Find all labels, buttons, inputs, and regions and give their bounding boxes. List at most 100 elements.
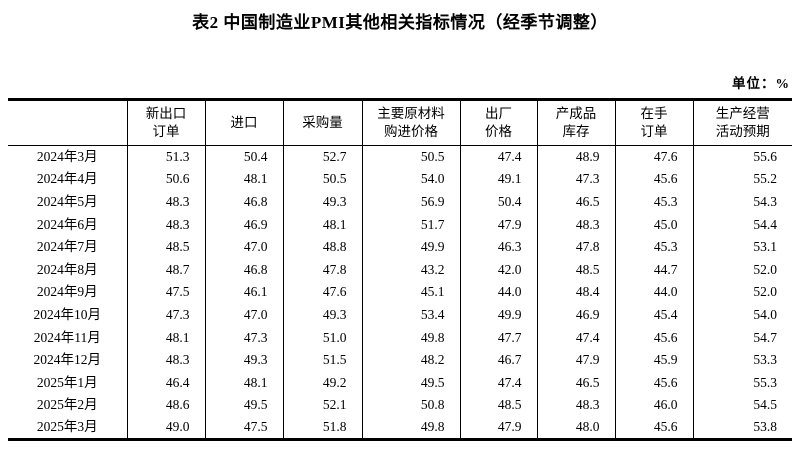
table-cell: 51.8 [282, 416, 362, 440]
table-cell: 49.3 [204, 348, 283, 372]
table-cell: 47.3 [204, 326, 283, 349]
table-title: 表2 中国制造业PMI其他相关指标情况（经季节调整） [192, 13, 608, 32]
table-cell: 53.8 [692, 416, 792, 440]
table-cell: 48.1 [204, 371, 283, 395]
table-cell: 46.4 [126, 371, 205, 395]
table-cell: 52.0 [692, 281, 792, 304]
row-label: 2024年9月 [36, 284, 98, 300]
table-cell: 48.3 [126, 213, 205, 236]
table-cell: 44.7 [614, 258, 693, 282]
row-label: 2025年2月 [36, 397, 98, 413]
table-cell: 48.9 [536, 145, 615, 169]
row-label: 2024年11月 [33, 329, 101, 345]
row-label: 2025年3月 [36, 419, 98, 435]
table-cell: 47.8 [282, 258, 362, 282]
table-row: 2024年12月 48.3 49.3 51.5 48.2 46.7 47.9 45.9 53.3 [8, 348, 792, 372]
table-cell: 54.0 [692, 303, 792, 327]
table-row: 2024年3月 51.3 50.4 52.7 50.5 47.4 48.9 47.6 55.6 [8, 145, 792, 169]
table-cell: 49.8 [361, 416, 460, 440]
table-cell: 53.3 [692, 348, 792, 372]
table-cell: 44.0 [459, 281, 537, 304]
table-cell: 48.3 [126, 190, 205, 214]
row-label: 2024年8月 [36, 261, 98, 277]
table-cell: 49.3 [282, 190, 362, 214]
table-cell: 54.4 [692, 213, 792, 236]
row-label: 2024年7月 [36, 239, 98, 255]
table-cell: 51.7 [361, 213, 460, 236]
row-label: 2024年3月 [36, 149, 98, 165]
table-cell: 47.9 [536, 348, 615, 372]
table-cell: 47.6 [614, 145, 693, 169]
table-cell: 42.0 [459, 258, 537, 282]
table-row: 2024年9月 47.5 46.1 47.6 45.1 44.0 48.4 44.0 52.0 [8, 281, 792, 304]
table-cell: 49.8 [361, 326, 460, 349]
table-cell: 55.2 [692, 168, 792, 191]
row-label: 2024年6月 [36, 216, 98, 232]
table-cell: 48.6 [126, 394, 205, 417]
table-cell: 48.3 [536, 213, 615, 236]
table-cell: 48.1 [126, 326, 205, 349]
table-row: 2025年3月 49.0 47.5 51.8 49.8 47.9 48.0 45.6 53.8 [8, 416, 792, 440]
table-cell: 51.0 [282, 326, 362, 349]
table-cell: 48.0 [536, 416, 615, 440]
table-cell: 44.0 [614, 281, 693, 304]
table-cell: 45.6 [614, 416, 693, 440]
row-label: 2024年4月 [36, 171, 98, 187]
table-cell: 52.0 [692, 258, 792, 282]
table-cell: 55.3 [692, 371, 792, 395]
table-cell: 45.6 [614, 371, 693, 395]
table-cell: 49.2 [282, 371, 362, 395]
table-row: 2025年1月 46.4 48.1 49.2 49.5 47.4 46.5 45.6 55.3 [8, 371, 792, 395]
table-cell: 55.6 [692, 145, 792, 169]
table-cell: 48.5 [126, 235, 205, 259]
table-cell: 46.8 [204, 258, 283, 282]
table-cell: 46.5 [536, 371, 615, 395]
table-cell: 45.9 [614, 348, 693, 372]
table-row: 2024年11月 48.1 47.3 51.0 49.8 47.7 47.4 45.6 54.7 [8, 326, 792, 349]
table-cell: 47.3 [536, 168, 615, 191]
column-header: 生产经营 活动预期 [692, 99, 792, 146]
table-cell: 49.1 [459, 168, 537, 191]
column-header: 出厂 价格 [459, 99, 537, 146]
table-cell: 45.1 [361, 281, 460, 304]
table-row: 2024年8月 48.7 46.8 47.8 43.2 42.0 48.5 44.7 52.0 [8, 258, 792, 282]
table-cell: 45.3 [614, 190, 693, 214]
table-cell: 45.3 [614, 235, 693, 259]
column-header: 在手 订单 [614, 99, 693, 146]
table-cell: 46.5 [536, 190, 615, 214]
table-cell: 47.3 [126, 303, 205, 327]
table-cell: 45.6 [614, 326, 693, 349]
table-row: 2024年5月 48.3 46.8 49.3 56.9 50.4 46.5 45.3 54.3 [8, 190, 792, 214]
table-cell: 49.5 [204, 394, 283, 417]
table-cell: 46.8 [204, 190, 283, 214]
table-cell: 51.5 [282, 348, 362, 372]
table-cell: 48.1 [204, 168, 283, 191]
table-header-row: 新出口 订单 进口 采购量 主要原材料 购进价格 出厂 价格 产成品 库存 在手 订单 生产经营 活动预期 [8, 99, 792, 146]
table-cell: 47.5 [204, 416, 283, 440]
row-label: 2024年10月 [33, 306, 102, 322]
unit-label: 单位：% [732, 76, 790, 91]
column-header: 采购量 [282, 99, 362, 146]
table-cell: 48.2 [361, 348, 460, 372]
table-cell: 46.0 [614, 394, 693, 417]
column-header: 进口 [204, 99, 283, 146]
table-cell: 53.4 [361, 303, 460, 327]
table-cell: 48.3 [126, 348, 205, 372]
row-label: 2025年1月 [36, 374, 98, 390]
table-cell: 52.7 [282, 145, 362, 169]
table-cell: 47.9 [459, 213, 537, 236]
table-cell: 54.5 [692, 394, 792, 417]
table-cell: 50.4 [459, 190, 537, 214]
table-cell: 45.6 [614, 168, 693, 191]
table-cell: 53.1 [692, 235, 792, 259]
table-row: 2024年6月 48.3 46.9 48.1 51.7 47.9 48.3 45.0 54.4 [8, 213, 792, 236]
table-cell: 46.9 [204, 213, 283, 236]
table-cell: 48.4 [536, 281, 615, 304]
table-cell: 46.9 [536, 303, 615, 327]
table-cell: 46.1 [204, 281, 283, 304]
table-cell: 48.3 [536, 394, 615, 417]
table-cell: 54.7 [692, 326, 792, 349]
table-cell: 47.6 [282, 281, 362, 304]
table-cell: 48.5 [536, 258, 615, 282]
